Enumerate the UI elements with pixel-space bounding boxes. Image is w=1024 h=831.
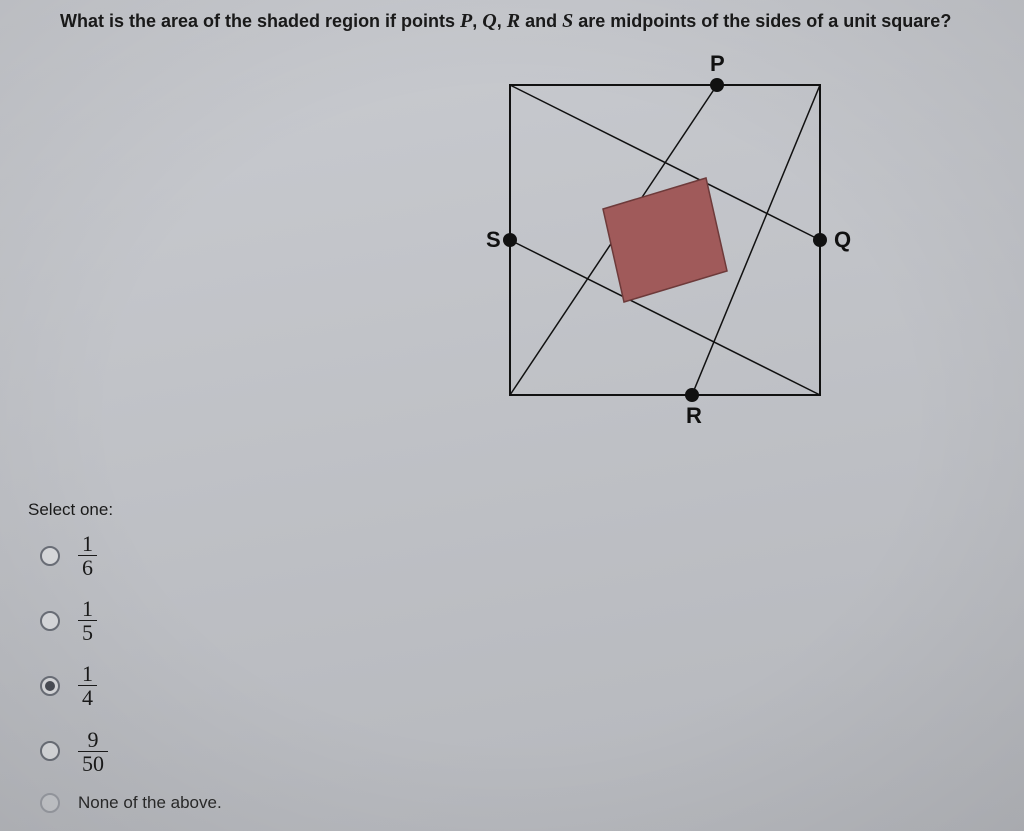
question-prefix: What is the area of the shaded region if… (60, 11, 460, 31)
question-text: What is the area of the shaded region if… (60, 10, 984, 33)
fraction-denominator: 4 (78, 685, 97, 709)
fraction-option-1: 15 (78, 597, 97, 644)
variable-p: P (460, 10, 472, 32)
fraction-numerator: 1 (78, 662, 97, 685)
radio-option-0[interactable] (40, 546, 60, 566)
variable-s: S (562, 10, 573, 32)
radio-option-3[interactable] (40, 741, 60, 761)
svg-text:Q: Q (834, 227, 851, 252)
variable-r: R (507, 10, 520, 32)
radio-option-4[interactable] (40, 793, 60, 813)
svg-text:P: P (710, 51, 725, 76)
fraction-numerator: 1 (78, 532, 97, 555)
svg-text:S: S (486, 227, 501, 252)
variable-q: Q (482, 10, 496, 32)
answer-option-3[interactable]: 950 (40, 728, 222, 775)
fraction-numerator: 9 (78, 728, 108, 751)
geometry-svg: P Q R S (430, 45, 860, 475)
sep: , (472, 11, 482, 31)
fraction-option-2: 14 (78, 662, 97, 709)
answer-option-1[interactable]: 15 (40, 597, 222, 644)
fraction-option-0: 16 (78, 532, 97, 579)
answer-options: 161514950None of the above. (40, 532, 222, 831)
answer-option-0[interactable]: 16 (40, 532, 222, 579)
radio-option-1[interactable] (40, 611, 60, 631)
text-option-4: None of the above. (78, 793, 222, 813)
svg-text:R: R (686, 403, 702, 428)
fraction-denominator: 6 (78, 555, 97, 579)
geometry-figure: P Q R S (430, 45, 860, 475)
fraction-denominator: 50 (78, 751, 108, 775)
sep-and: and (525, 11, 562, 31)
question-suffix: are midpoints of the sides of a unit squ… (578, 11, 951, 31)
select-one-label: Select one: (28, 500, 113, 520)
fraction-numerator: 1 (78, 597, 97, 620)
answer-option-4[interactable]: None of the above. (40, 793, 222, 813)
fraction-option-3: 950 (78, 728, 108, 775)
fraction-denominator: 5 (78, 620, 97, 644)
sep: , (497, 11, 507, 31)
radio-option-2[interactable] (40, 676, 60, 696)
answer-option-2[interactable]: 14 (40, 662, 222, 709)
